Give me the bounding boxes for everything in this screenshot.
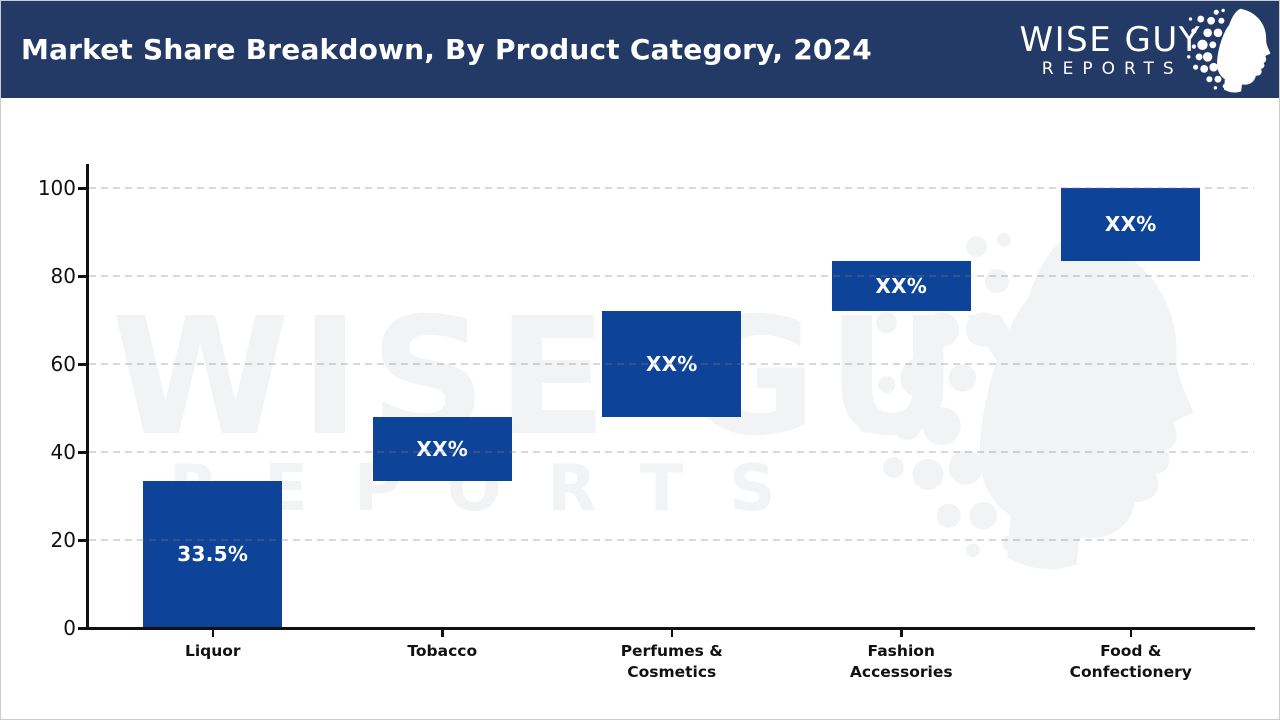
x-tick-liquor — [211, 630, 215, 637]
bars-layer: 33.5% XX% XX% XX% XX% — [1, 98, 1279, 719]
y-tick-label-0: 0 — [63, 616, 76, 640]
ticks-layer: 0 20 40 60 80 100 Liquor Tobacco Perfumes & Cosm… — [1, 98, 1279, 719]
logo-head-icon — [1187, 8, 1271, 93]
waterfall-chart: WISE GUY REPORTS 33.5% XX% XX% XX% XX% 0 20 40… — [1, 98, 1279, 719]
y-tick-label-20: 20 — [50, 528, 76, 552]
value-label-tobacco: XX% — [416, 436, 469, 461]
watermark: WISE GUY REPORTS — [111, 232, 1194, 570]
y-tick-40 — [78, 451, 86, 454]
y-tick-60 — [78, 363, 86, 366]
y-tick-20 — [78, 539, 86, 542]
x-tick-food-confectionery — [1129, 630, 1133, 637]
value-label-perfumes-cosmetics: XX% — [645, 351, 698, 376]
logo-tagline: REPORTS — [1041, 58, 1183, 79]
y-tick-label-80: 80 — [50, 264, 76, 288]
y-axis-line — [86, 164, 89, 630]
value-label-fashion-accessories: XX% — [875, 273, 928, 298]
y-tick-label-60: 60 — [50, 352, 76, 376]
y-tick-0 — [78, 627, 86, 630]
category-label-fashion-accessories: Fashion Accessories — [849, 642, 953, 681]
category-label-perfumes-cosmetics: Perfumes & Cosmetics — [620, 642, 723, 681]
value-label-food-confectionery: XX% — [1104, 212, 1157, 237]
logo-wordmark: WISE GUY — [1019, 19, 1201, 60]
value-label-liquor: 33.5% — [177, 542, 249, 567]
y-tick-label-100: 100 — [37, 176, 76, 200]
wise-guy-reports-logo: WISE GUY REPORTS — [1019, 5, 1273, 95]
x-axis-line — [86, 627, 1255, 630]
x-tick-perfumes-cosmetics — [670, 630, 674, 637]
chart-title: Market Share Breakdown, By Product Categ… — [21, 33, 872, 66]
category-label-tobacco: Tobacco — [407, 642, 478, 660]
y-tick-label-40: 40 — [50, 440, 76, 464]
x-tick-fashion-accessories — [900, 630, 903, 637]
category-label-food-confectionery: Food & Confectionery — [1069, 642, 1192, 681]
y-tick-80 — [78, 275, 86, 278]
header: Market Share Breakdown, By Product Categ… — [1, 1, 1279, 98]
category-label-liquor: Liquor — [184, 642, 241, 660]
logo-text: WISE GUY REPORTS — [1019, 23, 1201, 78]
bar-liquor: 33.5% — [143, 480, 283, 628]
bar-perfumes-cosmetics: XX% — [602, 311, 742, 417]
y-tick-100 — [78, 187, 86, 190]
bar-tobacco: XX% — [372, 416, 512, 481]
x-tick-tobacco — [441, 630, 444, 637]
bar-food-confectionery: XX% — [1061, 188, 1201, 261]
bar-fashion-accessories: XX% — [831, 260, 971, 312]
